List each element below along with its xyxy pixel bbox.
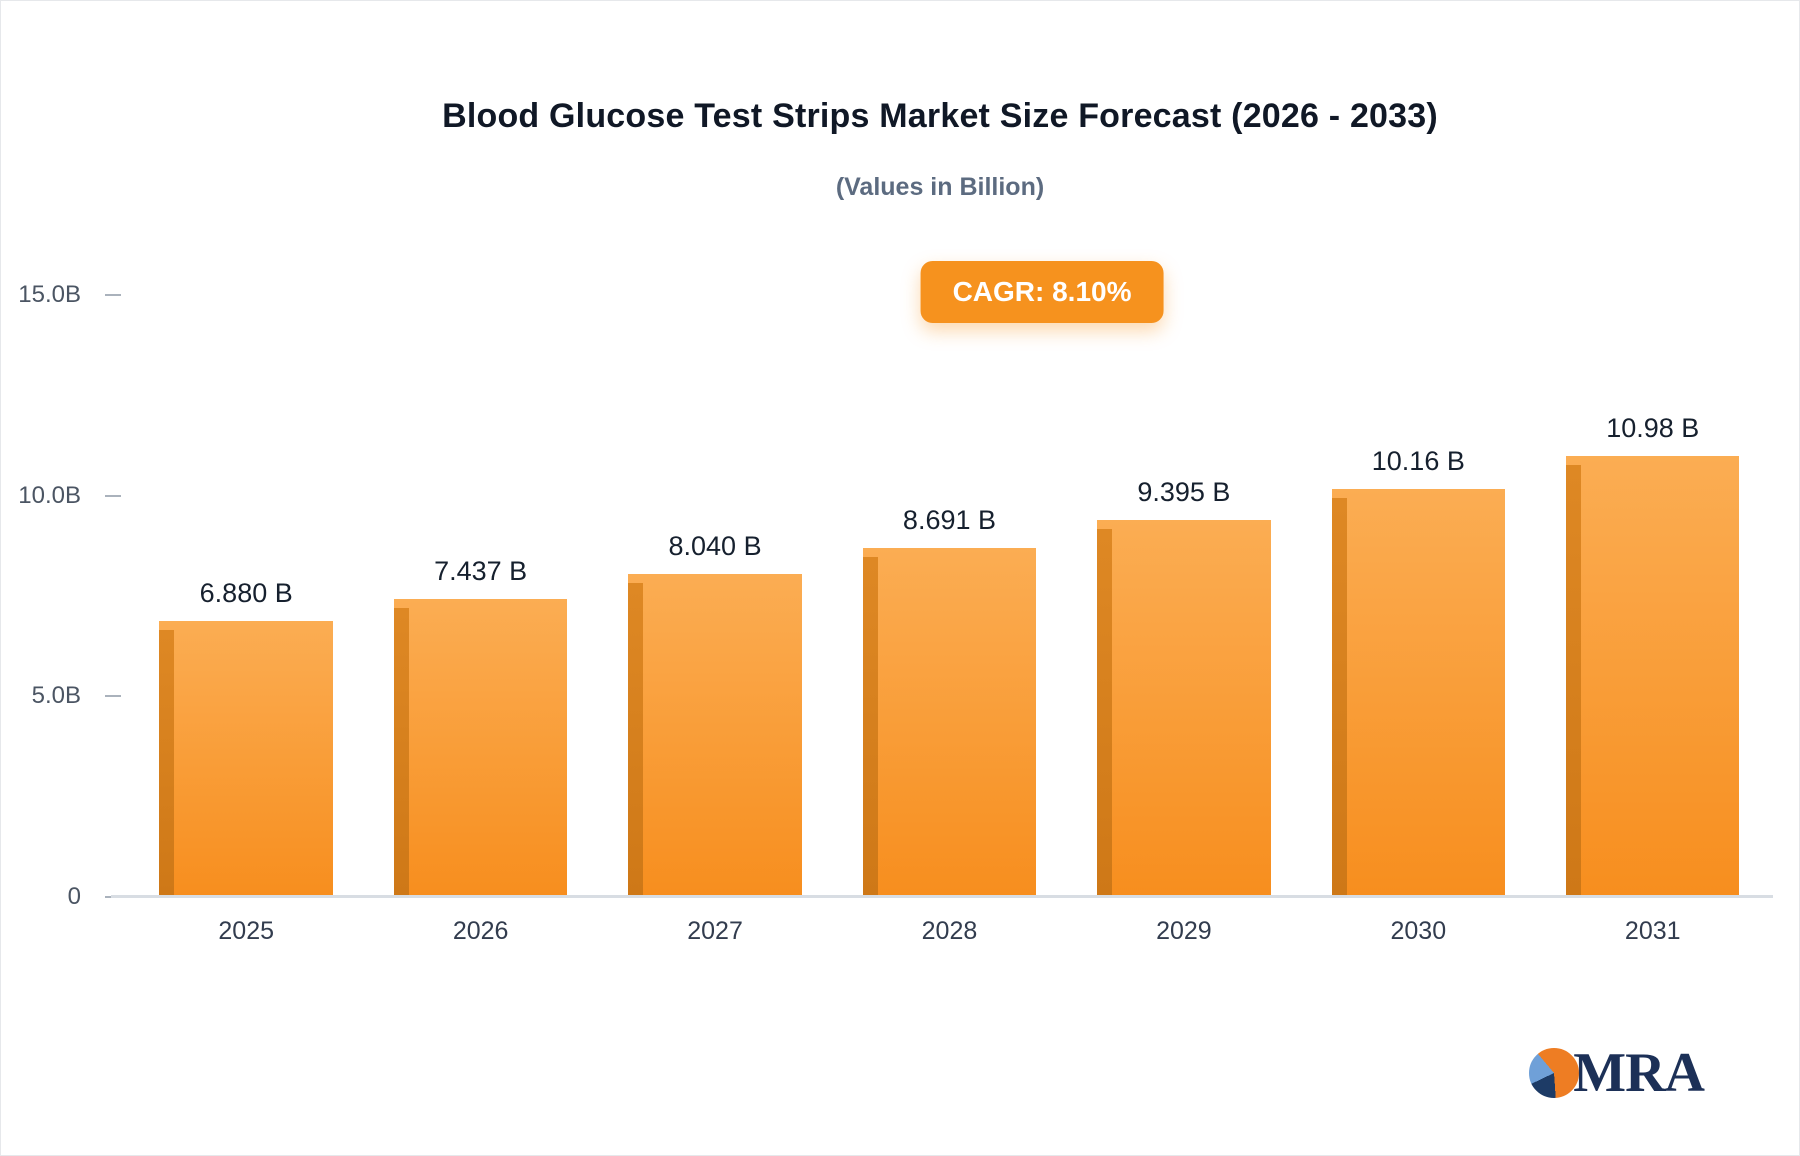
bar-value-label: 8.040 B [668,531,762,562]
bar-2031: 10.98 B [1566,413,1740,897]
y-axis-tick [105,695,121,698]
bar-2029: 9.395 B [1097,477,1271,898]
bar-slot: 6.880 B [129,295,363,898]
x-axis-label: 2027 [687,917,743,945]
bar-value-label: 10.16 B [1371,446,1465,477]
y-axis-tick [105,494,121,497]
pie-chart-icon [1527,1046,1582,1100]
bar-2030: 10.16 B [1331,446,1506,897]
bar-slot: 10.16 B [1301,295,1535,897]
y-axis-label: 5.0B [31,682,81,710]
bar-slot: 9.395 B [1067,295,1301,898]
x-axis-line [111,895,1773,898]
bar-value-label: 9.395 B [1137,476,1231,507]
bar-2025: 6.880 B [159,578,333,898]
x-axis-label: 2030 [1390,917,1447,945]
x-axis-label: 2028 [921,917,978,945]
cagr-badge: CAGR: 8.10% [920,261,1164,323]
bar-value-label: 6.880 B [199,577,293,608]
y-axis: 15.0B 10.0B 5.0B 0 [1,281,129,910]
mra-logo: MRA [1527,1041,1705,1105]
bar-value-label: 7.437 B [434,555,528,586]
y-axis-label: 10.0B [18,481,81,509]
logo-text: MRA [1573,1042,1705,1104]
y-axis-label: 15.0B [18,281,81,308]
bar-value-label: 8.691 B [902,505,997,536]
bar-slot: 10.98 B [1536,295,1770,897]
y-axis-label: 0 [67,883,81,910]
x-axis-label: 2025 [218,917,275,945]
x-axis-labels: 2025 2026 2027 2028 2029 2030 2031 [129,917,1770,946]
bar-slot: 8.040 B [598,295,832,897]
plot-area: 6.880 B 7.437 B 8.040 B 8.691 B 9.395 B 10.16… [129,295,1770,898]
bar-value-label: 10.98 B [1606,413,1700,444]
chart-subtitle: (Values in Billion) [835,173,1045,201]
bars-row: 6.880 B 7.437 B 8.040 B 8.691 B 9.395 B 10.16… [129,295,1770,898]
x-axis-label: 2026 [452,917,509,945]
y-axis-tick [105,294,121,296]
x-axis-label: 2029 [1156,917,1212,945]
bar-2028: 8.691 B [862,505,1037,897]
bar-slot: 7.437 B [363,295,597,898]
x-axis-label: 2031 [1624,917,1681,945]
chart-title: Blood Glucose Test Strips Market Size Fo… [442,97,1438,135]
bar-2027: 8.040 B [628,531,802,897]
bar-2026: 7.437 B [393,556,568,898]
bar-slot: 8.691 B [832,295,1066,897]
